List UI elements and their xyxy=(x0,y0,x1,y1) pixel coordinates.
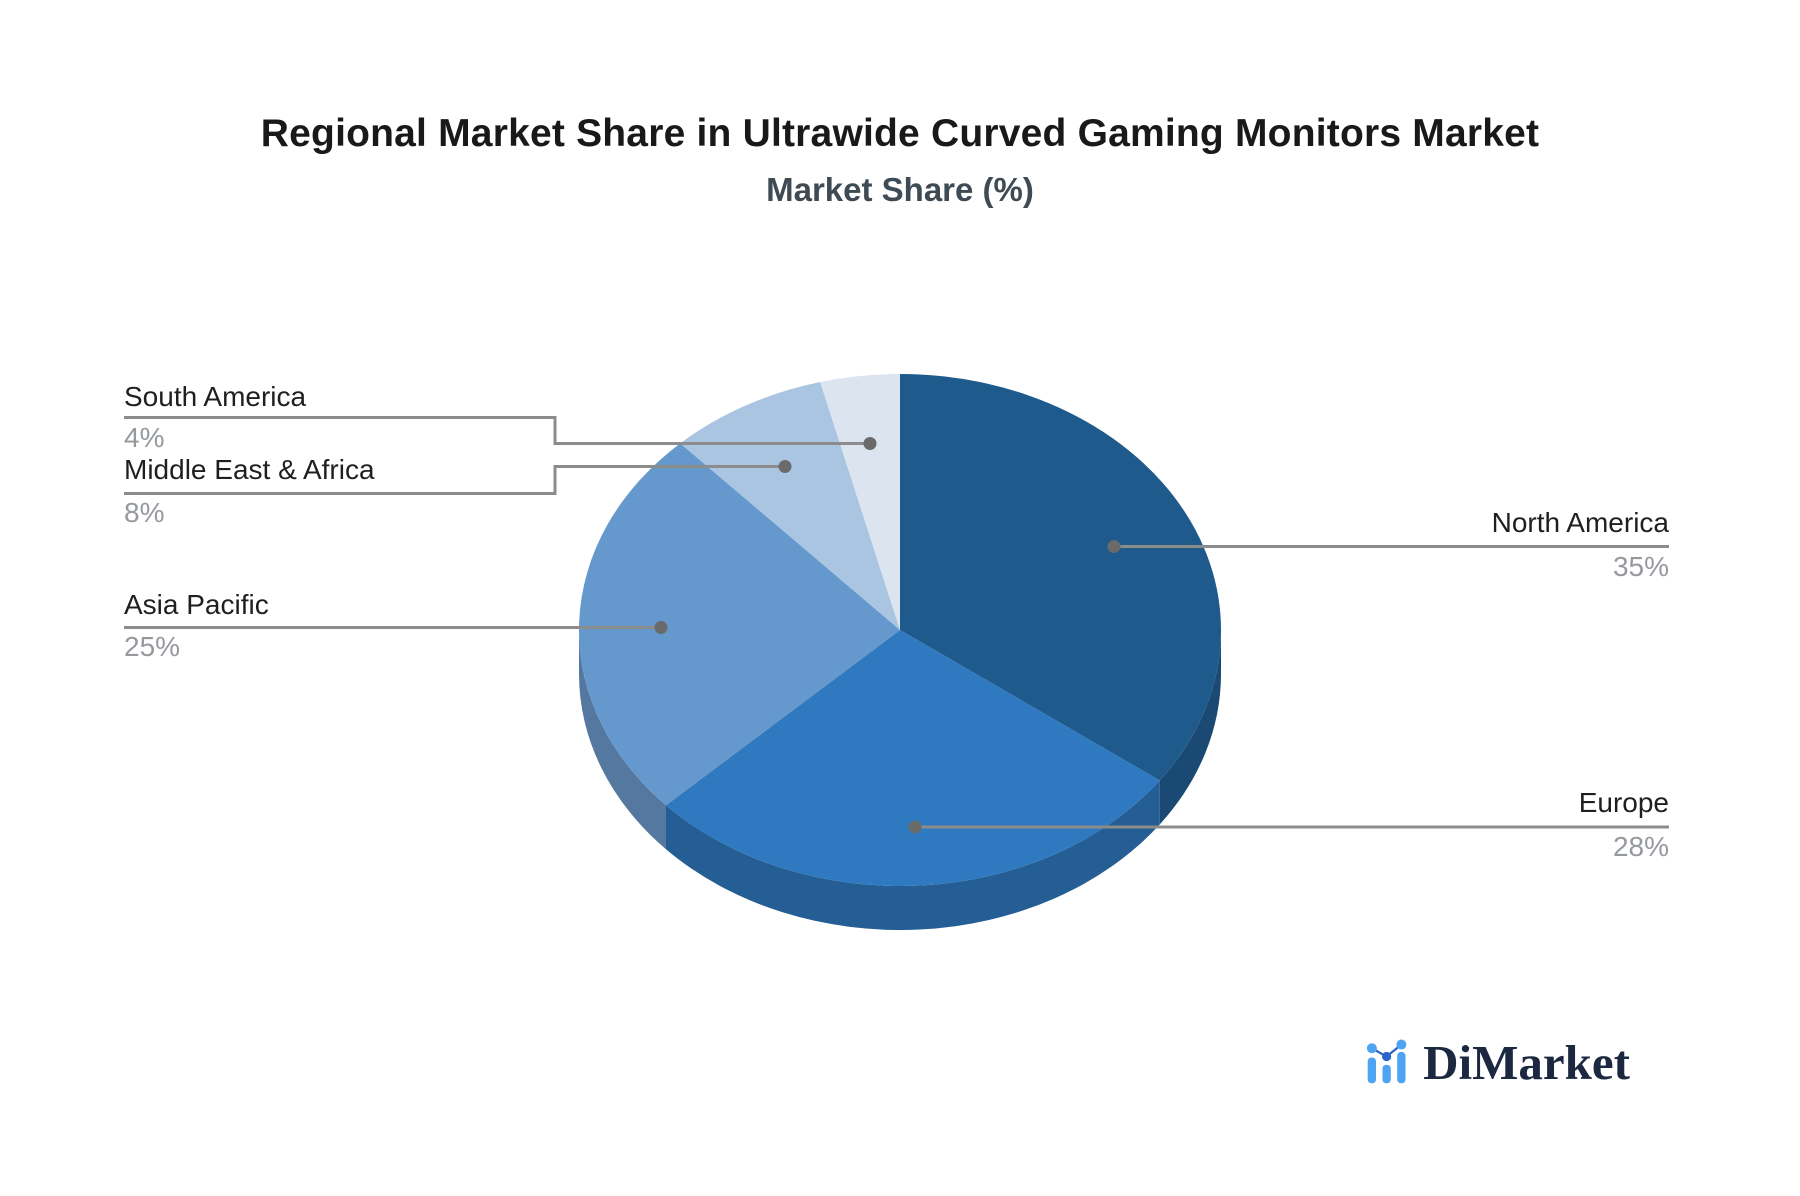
slice-label-asia-pacific: Asia Pacific xyxy=(124,589,269,620)
leader-dot-asia-pacific xyxy=(654,621,668,634)
leader-line-middle-east-africa xyxy=(124,465,785,495)
slice-label-europe: Europe xyxy=(1578,787,1669,818)
slice-percent-south-america: 4% xyxy=(124,422,165,453)
pie-side-asia-pacific xyxy=(579,630,667,850)
pie-side-europe xyxy=(666,780,1160,930)
slice-label-south-america: South America xyxy=(124,381,307,412)
leader-dot-south-america xyxy=(863,437,877,450)
slice-label-middle-east-africa: Middle East & Africa xyxy=(124,454,375,485)
chart-subtitle: Market Share (%) xyxy=(766,171,1034,208)
pie-slice-europe[interactable] xyxy=(666,630,1160,887)
slice-label-north-america: North America xyxy=(1491,507,1669,538)
pie-slice-asia-pacific[interactable] xyxy=(579,443,900,806)
slice-percent-north-america: 35% xyxy=(1612,551,1669,582)
slice-percent-europe: 28% xyxy=(1612,831,1669,862)
logo-text: DiMarket xyxy=(1423,1035,1630,1091)
pie-slice-north-america[interactable] xyxy=(900,374,1221,781)
bar-line-chart-icon xyxy=(1367,1039,1407,1084)
leader-dot-north-america xyxy=(1107,540,1121,553)
chart-title: Regional Market Share in Ultrawide Curve… xyxy=(260,112,1540,155)
dimarket-logo: DiMarket xyxy=(1364,1039,1630,1087)
pie-slice-south-america[interactable] xyxy=(820,374,900,630)
slice-percent-middle-east-africa: 8% xyxy=(124,497,165,528)
leader-dot-middle-east-africa xyxy=(778,460,792,473)
leader-line-south-america xyxy=(124,416,870,445)
leader-dot-europe xyxy=(908,820,922,834)
pie-side-north-america xyxy=(1159,630,1221,825)
slice-percent-asia-pacific: 25% xyxy=(124,631,181,662)
